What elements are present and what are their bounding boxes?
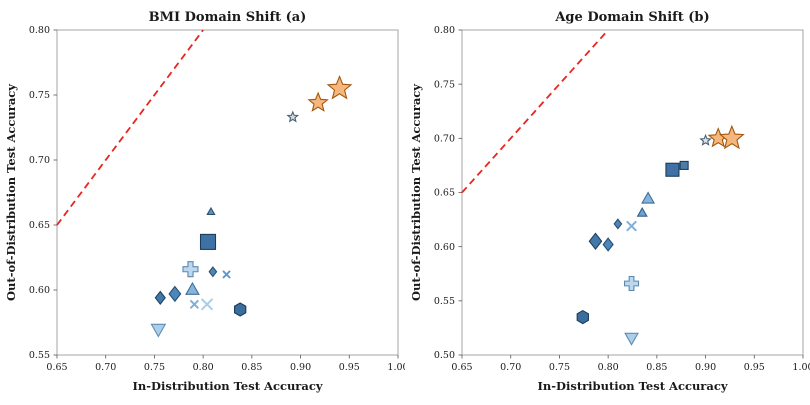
point-diamond xyxy=(588,232,603,251)
point-x xyxy=(201,298,213,311)
x-tick-label: 0.90 xyxy=(695,362,716,373)
y-tick-label: 0.75 xyxy=(434,79,455,90)
point-star xyxy=(699,133,712,146)
x-axis-label: In-Distribution Test Accuracy xyxy=(132,379,322,393)
x-tick-label: 0.65 xyxy=(451,362,472,373)
point-triangle-down xyxy=(150,323,167,338)
x-tick-label: 0.90 xyxy=(290,362,311,373)
point-square xyxy=(679,160,689,170)
point-plus xyxy=(623,275,640,292)
point-triangle-up xyxy=(636,206,648,217)
x-tick-label: 0.70 xyxy=(95,362,116,373)
y-tick-label: 0.60 xyxy=(29,285,50,296)
point-x xyxy=(626,220,637,232)
point-triangle-up xyxy=(185,281,200,295)
point-hexagon xyxy=(576,309,589,325)
y-tick-label: 0.60 xyxy=(434,242,455,253)
y-axis-label: Out-of-Distribution Test Accuracy xyxy=(4,84,18,301)
point-diamond xyxy=(168,285,182,303)
age-domain-shift-svg: 0.65 0.70 0.75 0.80 0.85 0.90 0.95 1.00 0.50 0.55… xyxy=(409,10,810,393)
x-tick-label: 0.95 xyxy=(339,362,360,373)
y-tick-label: 0.65 xyxy=(434,188,455,199)
point-star xyxy=(326,74,353,100)
point-plus xyxy=(182,261,199,278)
bmi-domain-shift-chart: 0.65 0.70 0.75 0.80 0.85 0.90 0.95 1.00 0.55 0.60… xyxy=(4,10,409,393)
point-diamond xyxy=(613,218,623,230)
point-x xyxy=(222,270,231,279)
point-triangle-down xyxy=(624,332,639,346)
plot-area xyxy=(56,29,399,356)
y-tick-label: 0.70 xyxy=(434,134,455,145)
x-tick-label: 0.75 xyxy=(549,362,570,373)
x-tick-label: 0.70 xyxy=(500,362,521,373)
x-tick-label: 0.80 xyxy=(598,362,619,373)
x-axis-label: In-Distribution Test Accuracy xyxy=(537,379,727,393)
y-tick-label: 0.55 xyxy=(434,296,455,307)
point-square xyxy=(665,162,680,177)
plot-area xyxy=(461,29,804,356)
identity-line xyxy=(56,29,204,226)
point-triangle-up xyxy=(641,191,656,204)
chart-title: BMI Domain Shift (a) xyxy=(149,10,307,25)
y-tick-label: 0.55 xyxy=(29,350,50,361)
x-tick-label: 0.95 xyxy=(744,362,765,373)
y-axis-label: Out-of-Distribution Test Accuracy xyxy=(409,84,423,301)
y-tick-label: 0.50 xyxy=(434,350,455,361)
y-tick-label: 0.70 xyxy=(29,155,50,166)
point-diamond xyxy=(602,237,614,252)
bmi-domain-shift-svg: 0.65 0.70 0.75 0.80 0.85 0.90 0.95 1.00 0.55 0.60… xyxy=(4,10,409,393)
point-triangle-up xyxy=(206,206,216,216)
y-tick-label: 0.65 xyxy=(29,220,50,231)
age-domain-shift-chart: 0.65 0.70 0.75 0.80 0.85 0.90 0.95 1.00 0.50 0.55… xyxy=(405,0,810,405)
point-square xyxy=(199,233,217,250)
point-diamond xyxy=(208,266,218,278)
x-tick-label: 0.80 xyxy=(193,362,214,373)
point-diamond xyxy=(154,290,166,305)
x-tick-label: 0.85 xyxy=(646,362,667,373)
x-tick-label: 0.85 xyxy=(241,362,262,373)
x-tick-label: 0.75 xyxy=(144,362,165,373)
y-tick-label: 0.75 xyxy=(29,90,50,101)
chart-title: Age Domain Shift (b) xyxy=(554,10,709,25)
x-tick-label: 0.65 xyxy=(46,362,67,373)
identity-line xyxy=(461,29,609,194)
x-tick-label: 1.00 xyxy=(792,362,810,373)
x-tick-label: 1.00 xyxy=(387,362,405,373)
y-tick-label: 0.80 xyxy=(29,25,50,36)
point-star xyxy=(307,91,329,112)
point-star xyxy=(286,110,300,123)
point-star xyxy=(718,124,745,150)
point-x xyxy=(189,299,199,309)
y-tick-label: 0.80 xyxy=(434,25,455,36)
point-hexagon xyxy=(233,302,247,317)
